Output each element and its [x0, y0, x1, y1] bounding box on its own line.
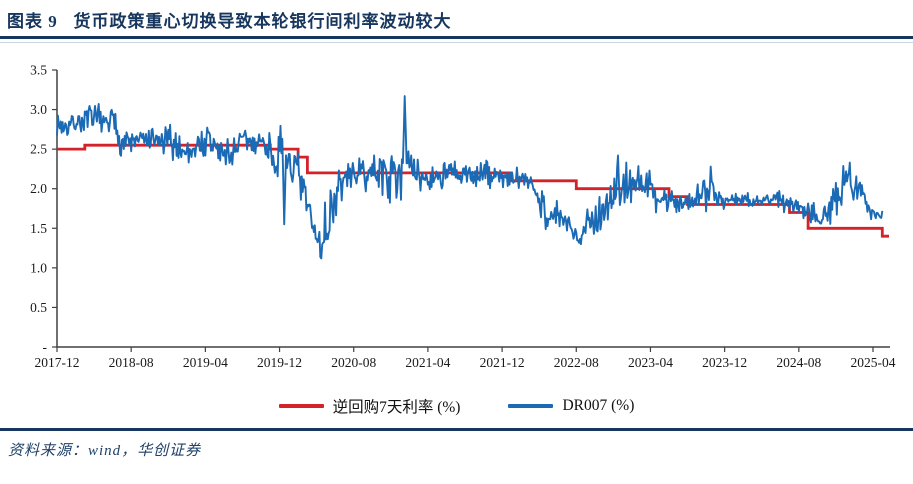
x-axis-tick-label: 2018-08	[109, 355, 154, 370]
x-axis-tick-label: 2022-08	[554, 355, 599, 370]
x-axis-tick-label: 2023-04	[628, 355, 673, 370]
x-axis-tick-label: 2019-12	[257, 355, 302, 370]
x-axis-tick-label: 2019-04	[183, 355, 228, 370]
x-axis-tick-label: 2021-04	[405, 355, 450, 370]
y-axis-tick-label: 1.5	[30, 221, 47, 236]
reverse-repo-rate-line	[57, 143, 889, 238]
source-note: 资料来源：wind，华创证券	[8, 443, 202, 459]
x-axis-tick-label: 2025-04	[851, 355, 896, 370]
y-axis-tick-label: 2.0	[30, 181, 47, 196]
x-axis-tick-label: 2024-08	[776, 355, 821, 370]
title-divider-thin	[0, 42, 913, 43]
y-axis-tick-label: 1.0	[30, 260, 47, 275]
red-line-swatch	[278, 404, 324, 408]
dr007-line	[56, 95, 884, 260]
legend-label-reverse-repo: 逆回购7天利率 (%)	[332, 399, 461, 416]
y-axis-tick-label: 3.0	[30, 102, 47, 117]
figure-title: 图表 9 货币政策重心切换导致本轮银行间利率波动较大	[7, 12, 452, 31]
y-axis-tick-label: 2.5	[30, 142, 47, 157]
y-axis-tick-label: 3.5	[30, 63, 47, 78]
blue-line-swatch	[508, 404, 554, 408]
x-axis-tick-label: 2017-12	[35, 355, 80, 370]
x-axis-tick-label: 2023-12	[702, 355, 747, 370]
legend-item-dr007: DR007 (%)	[508, 397, 634, 415]
axes-spines	[56, 70, 890, 348]
chart-legend: 逆回购7天利率 (%) DR007 (%)	[0, 395, 913, 417]
legend-label-dr007: DR007 (%)	[562, 397, 635, 414]
x-axis-tick-label: 2021-12	[480, 355, 525, 370]
y-axis-tick-label: -	[43, 340, 48, 355]
y-axis-tick-label: 0.5	[30, 300, 47, 315]
footer-divider	[0, 428, 913, 431]
line-chart: 3.5 3.0 2.5 2.0 1.5 1.0 0.5 -2017-12 2018-08 2019…	[30, 63, 896, 371]
x-axis-tick-label: 2020-08	[331, 355, 376, 370]
legend-item-reverse-repo: 逆回购7天利率 (%)	[278, 395, 461, 417]
title-divider	[0, 36, 913, 39]
